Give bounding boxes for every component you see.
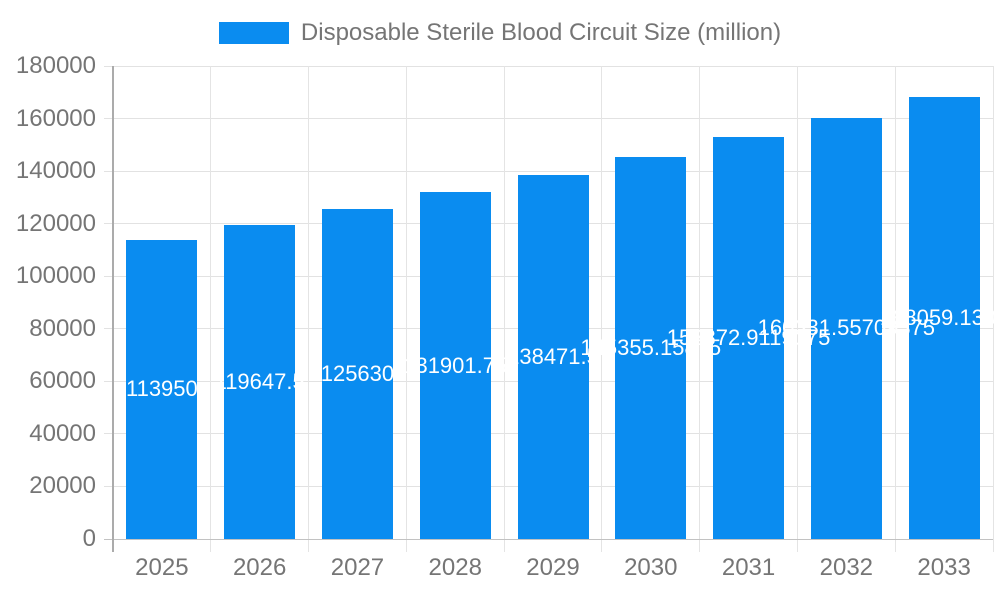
y-axis-tick-label: 140000 bbox=[15, 157, 96, 185]
y-axis-tick-label: 0 bbox=[82, 525, 96, 552]
x-axis-tick-label: 2031 bbox=[721, 554, 776, 581]
grid-line-h bbox=[104, 170, 993, 172]
x-axis-tick-label: 2030 bbox=[624, 554, 678, 581]
x-axis-tick-label: 2029 bbox=[526, 554, 580, 581]
y-axis-tick-label: 60000 bbox=[29, 367, 96, 395]
bar-2026[interactable] bbox=[224, 224, 296, 539]
y-axis-tick-label: 180000 bbox=[15, 52, 96, 79]
y-axis-tick-label: 80000 bbox=[29, 314, 96, 342]
x-axis-tick-label: 2032 bbox=[819, 554, 874, 581]
bar-2029[interactable] bbox=[517, 175, 589, 539]
y-axis-tick-label: 160000 bbox=[15, 104, 96, 132]
bar-2032[interactable] bbox=[810, 117, 882, 539]
grid-line-v bbox=[601, 66, 603, 552]
grid-line-h bbox=[104, 118, 993, 120]
legend[interactable]: Disposable Sterile Blood Circuit Size (m… bbox=[0, 18, 1000, 48]
bar-2027[interactable] bbox=[321, 208, 393, 539]
bar-2033[interactable] bbox=[908, 97, 980, 539]
x-axis-tick-label: 2027 bbox=[330, 554, 385, 581]
x-axis-tick-label: 2028 bbox=[428, 554, 482, 581]
grid-line-v bbox=[894, 66, 896, 552]
y-axis-line bbox=[112, 66, 114, 552]
grid-line-v bbox=[210, 66, 212, 552]
legend-swatch[interactable] bbox=[218, 22, 289, 44]
grid-line-h bbox=[104, 65, 993, 67]
grid-line-v bbox=[699, 66, 701, 552]
y-axis-tick-label: 120000 bbox=[15, 209, 96, 237]
legend-label[interactable]: Disposable Sterile Blood Circuit Size (m… bbox=[300, 19, 782, 46]
bar-2031[interactable] bbox=[713, 137, 785, 539]
y-axis-tick-label: 20000 bbox=[29, 472, 96, 500]
bar-2030[interactable] bbox=[615, 157, 687, 539]
x-axis-line bbox=[104, 538, 993, 540]
bar-2025[interactable] bbox=[126, 239, 198, 539]
y-axis-tick-label: 40000 bbox=[29, 419, 96, 447]
x-axis-tick-label: 2033 bbox=[917, 554, 971, 581]
grid-line-v bbox=[796, 66, 798, 552]
grid-line-v bbox=[992, 66, 994, 552]
y-axis-tick-label: 100000 bbox=[15, 262, 96, 290]
bar-2028[interactable] bbox=[419, 192, 491, 539]
x-axis-tick-label: 2026 bbox=[232, 554, 287, 581]
grid-line-v bbox=[308, 66, 310, 552]
grid-line-v bbox=[503, 66, 505, 552]
x-axis-tick-label: 2025 bbox=[135, 554, 189, 581]
grid-line-v bbox=[405, 66, 407, 552]
